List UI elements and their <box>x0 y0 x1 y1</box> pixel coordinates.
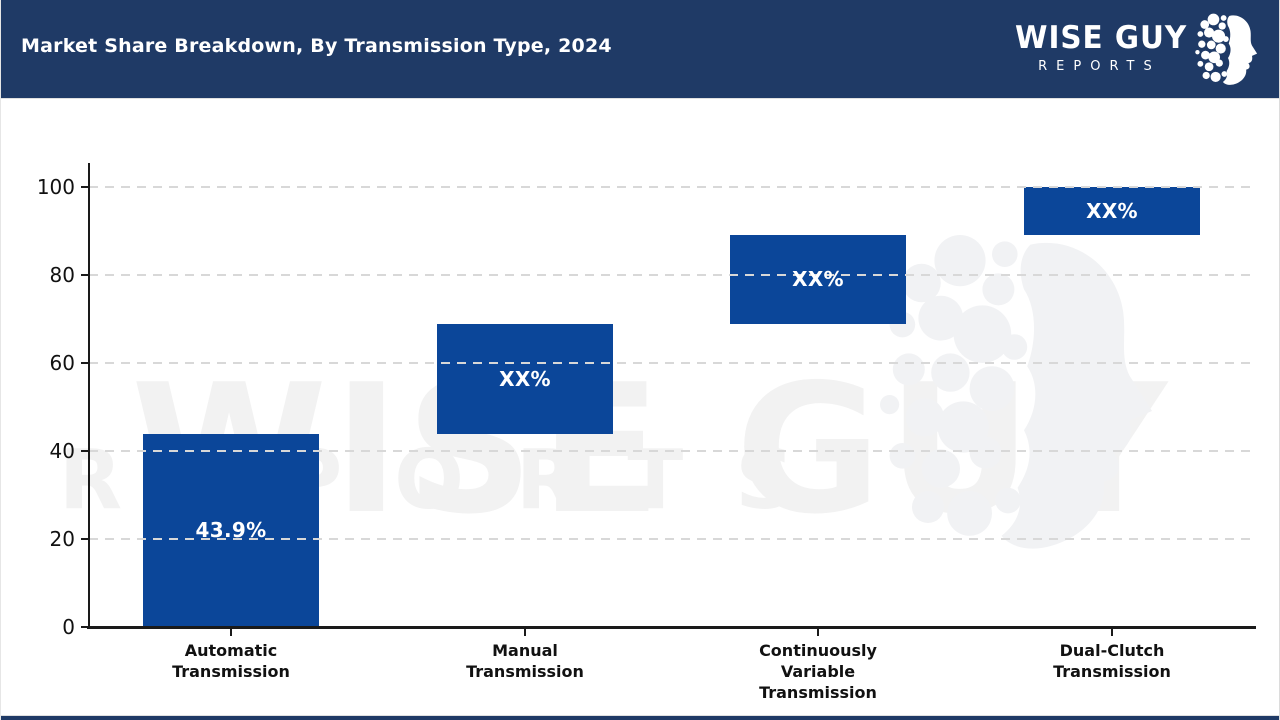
page-title: Market Share Breakdown, By Transmission … <box>21 35 612 57</box>
bar-4: XX% <box>1024 187 1200 235</box>
category-label-2: Manual Transmission <box>466 641 584 681</box>
y-tick-0 <box>81 626 88 628</box>
bar-1: 43.9% <box>143 433 319 627</box>
bar-2: XX% <box>437 323 613 434</box>
y-tick-label-20: 20 <box>49 527 75 551</box>
y-tick-80 <box>81 274 88 276</box>
x-tick-1 <box>230 629 232 636</box>
header: Market Share Breakdown, By Transmission … <box>1 0 1279 99</box>
y-tick-40 <box>81 450 88 452</box>
bar-value-label-3: XX% <box>792 267 844 292</box>
category-label-4: Dual-Clutch Transmission <box>1053 641 1171 681</box>
logo-head-icon <box>1191 10 1265 90</box>
x-axis-line <box>87 626 1256 629</box>
category-label-1: Automatic Transmission <box>172 641 290 681</box>
logo-subtitle: REPORTS <box>1038 59 1161 74</box>
x-tick-4 <box>1111 629 1113 636</box>
gridline-40 <box>89 450 1254 452</box>
x-tick-3 <box>817 629 819 636</box>
gridline-60 <box>89 362 1254 364</box>
logo-text: WISE GUY REPORTS <box>1006 20 1187 74</box>
y-tick-100 <box>81 186 88 188</box>
y-tick-20 <box>81 538 88 540</box>
wise-guy-reports-logo: WISE GUY REPORTS <box>1015 8 1265 92</box>
bar-value-label-1: 43.9% <box>195 518 267 543</box>
bar-value-label-4: XX% <box>1086 198 1138 223</box>
y-tick-60 <box>81 362 88 364</box>
x-tick-2 <box>524 629 526 636</box>
bar-value-label-2: XX% <box>499 366 551 391</box>
footer-bar <box>1 715 1279 720</box>
category-label-3: Continuously Variable Transmission <box>759 641 877 702</box>
y-axis-line <box>88 163 90 629</box>
y-tick-label-40: 40 <box>49 439 75 463</box>
y-tick-label-60: 60 <box>49 351 75 375</box>
y-tick-label-0: 0 <box>62 615 75 639</box>
y-tick-label-80: 80 <box>49 263 75 287</box>
logo-wordmark: WISE GUY <box>1014 20 1187 56</box>
gridline-100 <box>89 186 1254 188</box>
y-tick-label-100: 100 <box>36 175 75 199</box>
bar-3: XX% <box>730 234 906 324</box>
gridline-20 <box>89 538 1254 540</box>
gridline-80 <box>89 274 1254 276</box>
